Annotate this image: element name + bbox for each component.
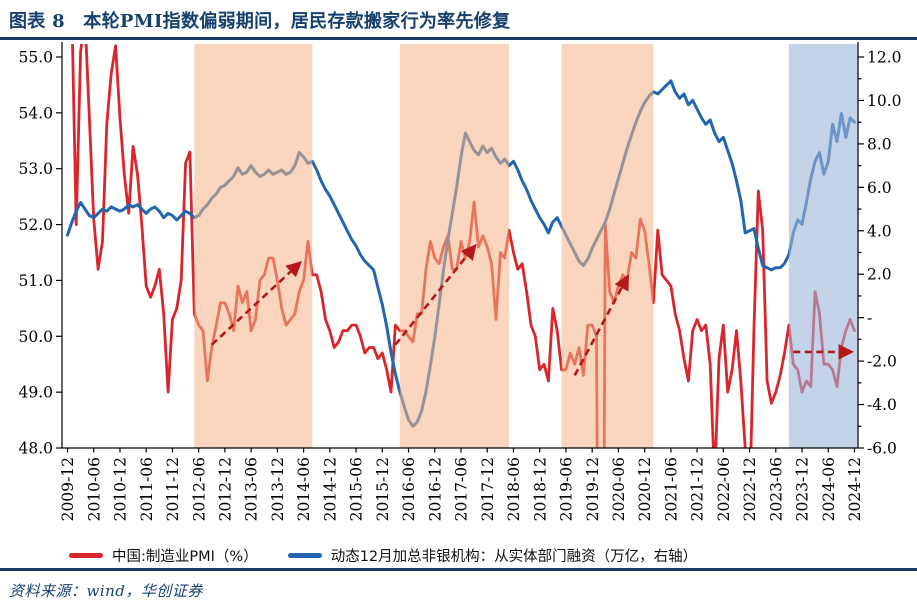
svg-text:2012-12: 2012-12 xyxy=(217,457,235,521)
svg-text:-: - xyxy=(867,309,872,327)
svg-text:12.0: 12.0 xyxy=(867,49,902,67)
trend-arrow xyxy=(210,261,303,346)
svg-text:2011-12: 2011-12 xyxy=(164,457,182,521)
financing-line-swatch xyxy=(287,553,322,558)
svg-text:2016-12: 2016-12 xyxy=(426,457,444,521)
svg-text:2018-12: 2018-12 xyxy=(531,457,549,521)
svg-text:2020-06: 2020-06 xyxy=(610,457,628,521)
svg-text:2016-06: 2016-06 xyxy=(400,457,418,521)
financing-legend-label: 动态12月加总非银机构：从实体部门融资（万亿，右轴） xyxy=(330,549,698,565)
svg-text:8.0: 8.0 xyxy=(867,135,892,153)
svg-text:10.0: 10.0 xyxy=(867,92,902,110)
svg-text:48.0: 48.0 xyxy=(18,440,53,458)
svg-text:2023-12: 2023-12 xyxy=(794,457,812,521)
legend: 中国:制造业PMI（%） 动态12月加总非银机构：从实体部门融资（万亿，右轴） xyxy=(69,545,697,566)
svg-text:2020-12: 2020-12 xyxy=(636,457,654,521)
svg-text:6.0: 6.0 xyxy=(867,179,892,197)
svg-text:2013-12: 2013-12 xyxy=(269,457,287,521)
svg-text:53.0: 53.0 xyxy=(18,160,53,178)
svg-text:2017-12: 2017-12 xyxy=(479,457,497,521)
svg-text:2013-06: 2013-06 xyxy=(243,457,261,521)
svg-text:2010-12: 2010-12 xyxy=(112,457,130,521)
svg-text:2021-12: 2021-12 xyxy=(689,457,707,521)
svg-text:-2.0: -2.0 xyxy=(867,353,897,371)
svg-text:2014-12: 2014-12 xyxy=(321,457,339,521)
svg-text:2024-12: 2024-12 xyxy=(846,457,864,521)
highlight-band xyxy=(194,44,313,448)
svg-text:2019-12: 2019-12 xyxy=(584,457,602,521)
axes xyxy=(56,42,864,453)
svg-text:-4.0: -4.0 xyxy=(867,396,897,414)
title-rule xyxy=(0,37,917,40)
svg-text:2021-06: 2021-06 xyxy=(663,457,681,521)
trend-arrow xyxy=(573,274,629,377)
svg-text:2010-06: 2010-06 xyxy=(85,457,103,521)
trend-arrow xyxy=(394,243,477,346)
svg-text:2009-12: 2009-12 xyxy=(59,457,77,521)
svg-text:52.0: 52.0 xyxy=(18,216,53,234)
svg-text:2015-06: 2015-06 xyxy=(348,457,366,521)
svg-text:2022-06: 2022-06 xyxy=(715,457,733,521)
axis-labels: 55.0 54.0 53.0 52.0 51.0 50.0 49.0 48.0 12.0 10.0… xyxy=(18,49,901,522)
legend-rule xyxy=(0,568,917,571)
pmi-line-swatch xyxy=(69,553,103,558)
chart-area: 55.0 54.0 53.0 52.0 51.0 50.0 49.0 48.0 12.0 10.0… xyxy=(18,42,902,522)
svg-text:49.0: 49.0 xyxy=(18,384,53,402)
svg-text:2011-06: 2011-06 xyxy=(138,457,156,521)
legend-item-pmi: 中国:制造业PMI（%） xyxy=(69,545,258,566)
svg-text:2012-06: 2012-06 xyxy=(190,457,208,521)
svg-text:2024-06: 2024-06 xyxy=(820,457,838,521)
pmi-legend-label: 中国:制造业PMI（%） xyxy=(112,549,258,565)
svg-text:2015-12: 2015-12 xyxy=(374,457,392,521)
svg-text:2.0: 2.0 xyxy=(867,266,892,284)
svg-text:2019-06: 2019-06 xyxy=(558,457,576,521)
svg-text:4.0: 4.0 xyxy=(867,222,892,240)
highlight-band xyxy=(788,44,858,448)
svg-text:2022-12: 2022-12 xyxy=(741,457,759,521)
svg-text:2023-06: 2023-06 xyxy=(767,457,785,521)
highlight-band xyxy=(399,44,510,448)
highlight-band xyxy=(561,44,654,448)
svg-text:2014-06: 2014-06 xyxy=(295,457,313,521)
figure-title: 图表 8 本轮PMI指数偏弱期间，居民存款搬家行为率先修复 xyxy=(9,11,511,32)
source-note: 资料来源：wind，华创证券 xyxy=(9,582,203,600)
svg-text:-6.0: -6.0 xyxy=(867,440,897,458)
pmi-chart-svg: 55.0 54.0 53.0 52.0 51.0 50.0 49.0 48.0 12.0 10.0… xyxy=(18,42,902,522)
svg-text:2018-06: 2018-06 xyxy=(505,457,523,521)
svg-text:50.0: 50.0 xyxy=(18,328,53,346)
legend-item-financing: 动态12月加总非银机构：从实体部门融资（万亿，右轴） xyxy=(287,545,698,566)
svg-text:54.0: 54.0 xyxy=(18,104,53,122)
svg-text:55.0: 55.0 xyxy=(18,49,53,67)
svg-text:2017-06: 2017-06 xyxy=(453,457,471,521)
svg-text:51.0: 51.0 xyxy=(18,272,53,290)
